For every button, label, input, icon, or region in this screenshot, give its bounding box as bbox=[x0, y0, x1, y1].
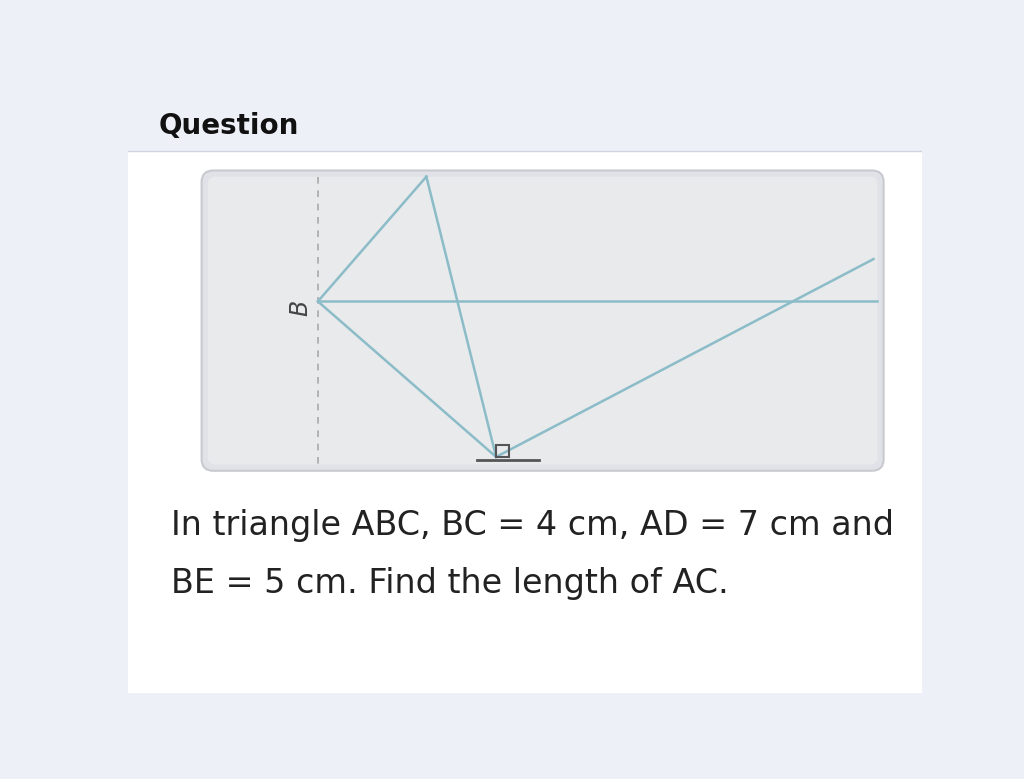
FancyBboxPatch shape bbox=[208, 177, 878, 464]
FancyBboxPatch shape bbox=[128, 93, 922, 693]
Text: B: B bbox=[289, 299, 312, 315]
Text: In triangle ABC, BC = 4 cm, AD = 7 cm and: In triangle ABC, BC = 4 cm, AD = 7 cm an… bbox=[171, 509, 894, 542]
Polygon shape bbox=[128, 93, 922, 151]
FancyBboxPatch shape bbox=[202, 171, 884, 471]
Text: BE = 5 cm. Find the length of AC.: BE = 5 cm. Find the length of AC. bbox=[171, 567, 728, 600]
Text: Question: Question bbox=[159, 112, 299, 139]
